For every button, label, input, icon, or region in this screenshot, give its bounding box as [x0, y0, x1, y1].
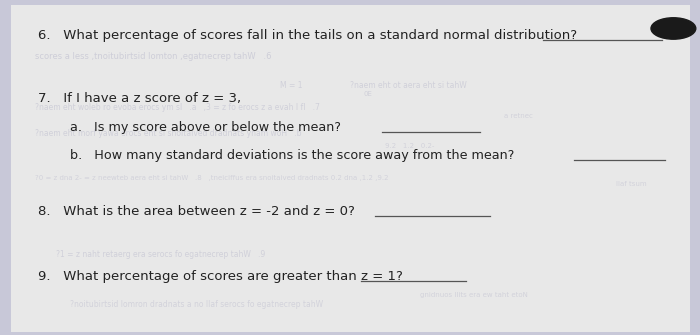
Text: gnidnuos llits era ew taht etoN: gnidnuos llits era ew taht etoN: [420, 292, 528, 298]
Text: 9.   What percentage of scores are greater than z = 1?: 9. What percentage of scores are greater…: [38, 270, 403, 283]
Circle shape: [651, 18, 696, 39]
Text: scores a less ,tnoitubirtsid lomton ,egatnecrep tahW   .6: scores a less ,tnoitubirtsid lomton ,ega…: [35, 53, 272, 61]
Text: ?0 = z dna 2- = z neewteb aera eht si tahW   .8   ,tneiciffus era snoitaived dra: ?0 = z dna 2- = z neewteb aera eht si ta…: [35, 175, 388, 181]
Text: a retnec: a retnec: [504, 113, 533, 119]
Text: 6.   What percentage of scores fall in the tails on a standard normal distributi: 6. What percentage of scores fall in the…: [38, 29, 577, 42]
Text: ?noitubirtsid lomron dradnats a no llaf serocs fo egatnecrep tahW: ?noitubirtsid lomron dradnats a no llaf …: [70, 300, 323, 309]
Text: a.   Is my score above or below the mean?: a. Is my score above or below the mean?: [70, 121, 341, 134]
Text: ?1 = z naht retaerg era serocs fo egatnecrep tahW   .9: ?1 = z naht retaerg era serocs fo egatne…: [56, 250, 265, 259]
Text: 9.2   1.2   0.2-: 9.2 1.2 0.2-: [385, 143, 435, 149]
Text: 8.   What is the area between z = -2 and z = 0?: 8. What is the area between z = -2 and z…: [38, 205, 356, 217]
Text: ?naem eht morf yawa erocs eht si snoitaived dradnats ynam woH   .b: ?naem eht morf yawa erocs eht si snoitai…: [35, 130, 302, 138]
Text: 0E: 0E: [364, 91, 373, 97]
Text: b.   How many standard deviations is the score away from the mean?: b. How many standard deviations is the s…: [70, 149, 514, 162]
Text: llaf tsum: llaf tsum: [616, 181, 647, 187]
Text: 7.   If I have a z score of z = 3,: 7. If I have a z score of z = 3,: [38, 92, 242, 105]
Text: M = 1                    ?naem eht ot aera eht si tahW: M = 1 ?naem eht ot aera eht si tahW: [280, 81, 467, 90]
Text: ?naem eht woleb ro evoba erocs ym sI   .a   ,3 = z fo erocs z a evah I fI   .7: ?naem eht woleb ro evoba erocs ym sI .a …: [35, 103, 320, 112]
